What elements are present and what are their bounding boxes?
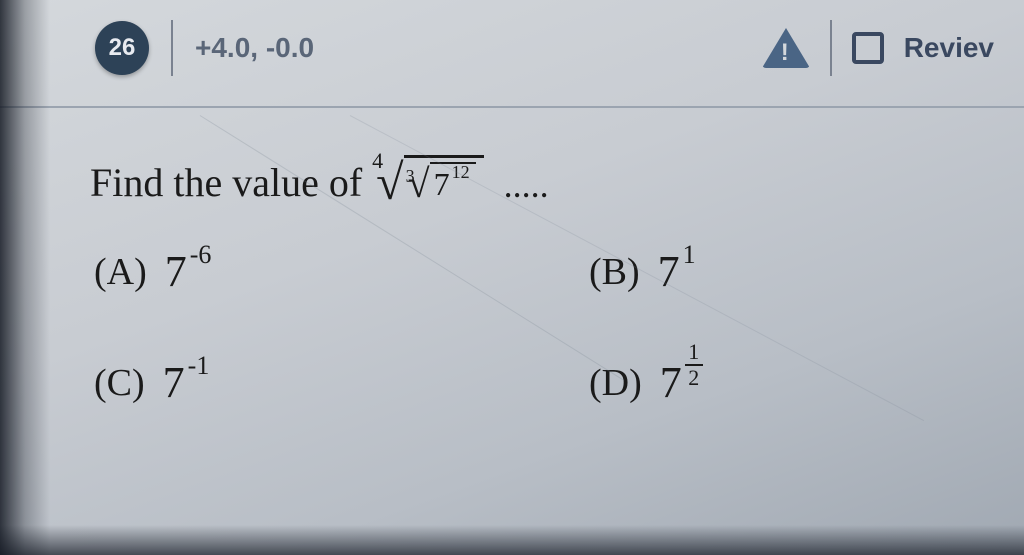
option-letter: (C) <box>94 361 145 405</box>
option-base: 7 <box>660 357 682 408</box>
header-right-group: Reviev <box>762 20 994 76</box>
fraction-numerator: 1 <box>688 341 699 363</box>
page-surface: 26 +4.0, -0.0 Reviev Find the value of 4… <box>0 0 1024 555</box>
fraction-denominator: 2 <box>688 367 699 389</box>
question-body: Find the value of 4 √ 3 √ 7 12 ..... <box>0 108 1024 408</box>
option-exponent: -1 <box>188 351 210 381</box>
option-exponent-fraction: 1 2 <box>685 341 703 389</box>
option-a[interactable]: (A) 7 -6 <box>94 246 469 297</box>
exponent: 12 <box>452 162 470 183</box>
question-number-badge[interactable]: 26 <box>95 21 149 75</box>
option-base: 7 <box>165 246 187 297</box>
review-checkbox[interactable] <box>852 32 884 64</box>
option-exponent: 1 <box>683 240 696 270</box>
vertical-divider <box>830 20 832 76</box>
bottom-shadow <box>0 525 1024 555</box>
radical-symbol: √ <box>408 168 430 209</box>
review-label: Reviev <box>904 32 994 64</box>
question-prefix: Find the value of <box>90 159 362 206</box>
left-shadow <box>0 0 50 555</box>
question-header: 26 +4.0, -0.0 Reviev <box>0 0 1024 108</box>
base-number: 7 <box>434 166 450 203</box>
option-letter: (D) <box>589 361 642 405</box>
vertical-divider <box>171 20 173 76</box>
option-value: 7 1 2 <box>660 357 703 408</box>
question-text: Find the value of 4 √ 3 √ 7 12 ..... <box>90 158 964 206</box>
option-exponent: -6 <box>190 240 212 270</box>
option-base: 7 <box>163 357 185 408</box>
option-value: 7 -6 <box>165 246 212 297</box>
marks-label: +4.0, -0.0 <box>195 32 314 64</box>
option-c[interactable]: (C) 7 -1 <box>94 357 469 408</box>
option-letter: (A) <box>94 250 147 294</box>
option-value: 7 -1 <box>163 357 210 408</box>
math-expression: 4 √ 3 √ 7 12 <box>376 158 483 206</box>
trailing-dots: ..... <box>498 164 549 206</box>
inner-radicand: 7 12 <box>430 162 476 203</box>
warning-icon[interactable] <box>762 28 810 68</box>
option-d[interactable]: (D) 7 1 2 <box>589 357 964 408</box>
header-left-group: 26 +4.0, -0.0 <box>95 20 314 76</box>
radical-symbol: √ <box>376 162 403 202</box>
options-grid: (A) 7 -6 (B) 7 1 (C) 7 -1 <box>90 246 964 408</box>
